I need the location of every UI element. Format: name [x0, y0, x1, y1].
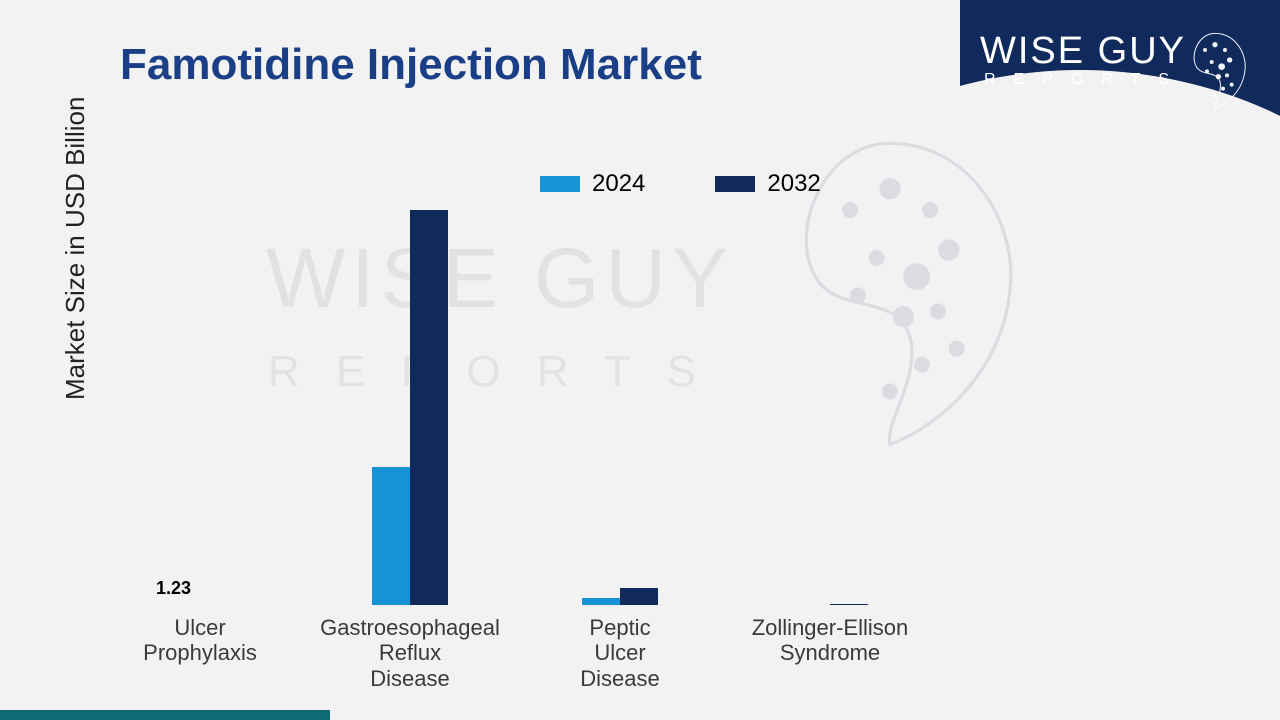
brand-logo: WISE GUY REPORTS	[980, 30, 1250, 89]
bar-2024	[372, 467, 410, 605]
bar-group	[582, 210, 658, 605]
bottom-accent-bar	[0, 710, 330, 720]
x-axis-label: PepticUlcerDisease	[520, 615, 720, 691]
legend-swatch-2032	[715, 176, 755, 192]
y-axis-label: Market Size in USD Billion	[60, 97, 91, 400]
brand-head-icon	[1180, 30, 1250, 110]
legend-label-2024: 2024	[592, 170, 645, 198]
x-axis-label: Zollinger-EllisonSyndrome	[730, 615, 930, 666]
bar-2032	[620, 588, 658, 605]
x-axis-label: GastroesophagealRefluxDisease	[310, 615, 510, 691]
legend-item-2032: 2032	[715, 170, 820, 198]
legend-swatch-2024	[540, 176, 580, 192]
bar-group	[792, 210, 868, 605]
x-axis-labels: UlcerProphylaxisGastroesophagealRefluxDi…	[110, 615, 910, 715]
chart-root: WISE GUY REPORTS WISE GUY REPORTS Famoti…	[0, 0, 1280, 720]
plot-area: 1.23	[110, 210, 910, 605]
bar-group	[372, 210, 448, 605]
index-label: 1.23	[156, 578, 191, 599]
legend: 2024 2032	[540, 170, 821, 198]
bar-2032	[830, 604, 868, 605]
chart-title: Famotidine Injection Market	[120, 40, 702, 90]
legend-item-2024: 2024	[540, 170, 645, 198]
bar-2032	[410, 210, 448, 605]
bar-group	[162, 210, 238, 605]
legend-label-2032: 2032	[767, 170, 820, 198]
x-axis-label: UlcerProphylaxis	[100, 615, 300, 666]
bar-2024	[582, 598, 620, 605]
